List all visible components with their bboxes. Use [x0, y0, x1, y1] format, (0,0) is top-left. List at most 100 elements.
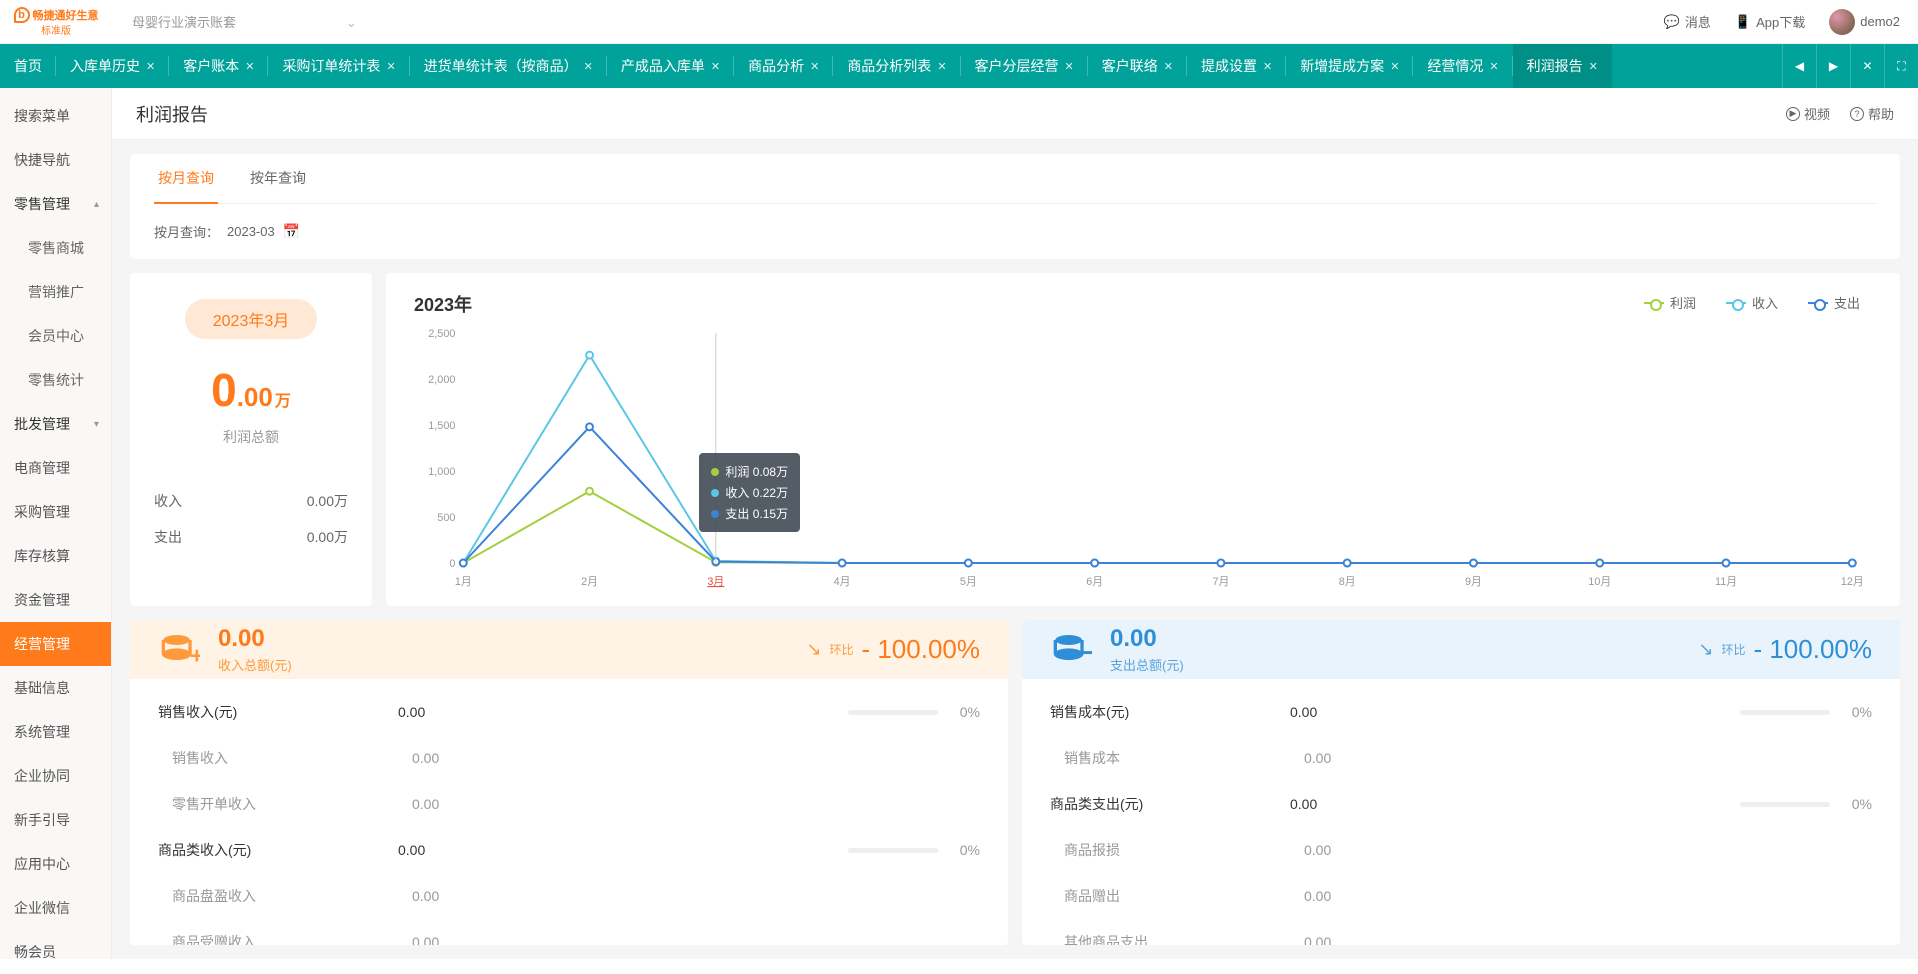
tab[interactable]: 客户分层经营✕ — [961, 44, 1088, 88]
svg-text:5月: 5月 — [960, 576, 977, 588]
messages-link[interactable]: 💬消息 — [1664, 12, 1711, 31]
sub-tabs: 按月查询按年查询 — [154, 154, 1876, 204]
sidebar-item[interactable]: 畅会员 — [0, 930, 111, 974]
calendar-icon[interactable]: 📅 — [283, 223, 300, 240]
date-value[interactable]: 2023-03 — [227, 224, 275, 239]
help-link[interactable]: ?帮助 — [1850, 104, 1894, 123]
sub-tab[interactable]: 按年查询 — [246, 154, 310, 204]
svg-text:1,500: 1,500 — [428, 420, 455, 432]
table-row: 商品盘盈收入0.00 — [158, 873, 980, 919]
table-row: 销售收入(元)0.000% — [158, 689, 980, 735]
help-icon: ? — [1850, 107, 1864, 121]
svg-text:8月: 8月 — [1339, 576, 1356, 588]
tab[interactable]: 产成品入库单✕ — [607, 44, 734, 88]
svg-text:6月: 6月 — [1086, 576, 1103, 588]
close-icon[interactable]: ✕ — [1263, 60, 1272, 73]
profit-label: 利润总额 — [223, 427, 279, 447]
tab-strip: 首页入库单历史✕客户账本✕采购订单统计表✕进货单统计表（按商品）✕产成品入库单✕… — [0, 44, 1918, 88]
svg-text:9月: 9月 — [1465, 576, 1482, 588]
svg-text:10月: 10月 — [1588, 576, 1611, 588]
close-icon[interactable]: ✕ — [146, 60, 155, 73]
tab[interactable]: 利润报告✕ — [1513, 44, 1612, 88]
table-row: 商品赠出0.00 — [1050, 873, 1872, 919]
tab[interactable]: 客户联络✕ — [1088, 44, 1187, 88]
table-row: 销售成本(元)0.000% — [1050, 689, 1872, 735]
line-chart: 2,5002,0001,5001,00050001月2月3月4月5月6月7月8月… — [414, 323, 1872, 593]
user-menu[interactable]: demo2 — [1829, 9, 1900, 35]
tab-close-all[interactable]: ✕ — [1850, 44, 1884, 88]
sub-tab[interactable]: 按月查询 — [154, 154, 218, 204]
tab[interactable]: 采购订单统计表✕ — [268, 44, 409, 88]
svg-text:2,500: 2,500 — [428, 328, 455, 340]
tab-scroll-right[interactable]: ▶ — [1816, 44, 1850, 88]
close-icon[interactable]: ✕ — [711, 60, 720, 73]
sidebar-item[interactable]: 新手引导 — [0, 798, 111, 842]
tab[interactable]: 客户账本✕ — [169, 44, 268, 88]
sidebar-item[interactable]: 库存核算 — [0, 534, 111, 578]
close-icon[interactable]: ✕ — [1164, 60, 1173, 73]
sidebar-item[interactable]: 快捷导航 — [0, 138, 111, 182]
tab[interactable]: 经营情况✕ — [1413, 44, 1512, 88]
sidebar-item[interactable]: 企业微信 — [0, 886, 111, 930]
chart-card: 2023年 利润收入支出 2,5002,0001,5001,00050001月2… — [386, 273, 1900, 606]
sidebar-item[interactable]: 搜索菜单 — [0, 94, 111, 138]
svg-text:2,000: 2,000 — [428, 374, 455, 386]
sidebar-item[interactable]: 应用中心 — [0, 842, 111, 886]
svg-text:2月: 2月 — [581, 576, 598, 588]
svg-text:500: 500 — [437, 512, 455, 524]
chart-legend: 利润收入支出 — [1644, 293, 1860, 312]
app-download-link[interactable]: 📱App下载 — [1735, 12, 1805, 31]
trend-down-icon: ↘ — [806, 639, 821, 660]
svg-text:3月: 3月 — [707, 576, 724, 588]
svg-text:4月: 4月 — [834, 576, 851, 588]
sidebar-item[interactable]: 零售管理▴ — [0, 182, 111, 226]
trend-down-icon: ↘ — [1698, 639, 1713, 660]
close-icon[interactable]: ✕ — [584, 60, 593, 73]
close-icon[interactable]: ✕ — [1589, 60, 1598, 73]
sidebar-item[interactable]: 经营管理 — [0, 622, 111, 666]
sidebar-item[interactable]: 系统管理 — [0, 710, 111, 754]
tab[interactable]: 首页 — [0, 44, 56, 88]
close-icon[interactable]: ✕ — [1489, 60, 1498, 73]
tab[interactable]: 提成设置✕ — [1187, 44, 1286, 88]
sidebar-item[interactable]: 企业协同 — [0, 754, 111, 798]
query-row: 按月查询： 2023-03 📅 — [154, 204, 1876, 241]
tab[interactable]: 商品分析✕ — [734, 44, 833, 88]
table-row: 商品类收入(元)0.000% — [158, 827, 980, 873]
message-icon: 💬 — [1664, 14, 1680, 30]
tab[interactable]: 商品分析列表✕ — [833, 44, 960, 88]
close-icon[interactable]: ✕ — [1065, 60, 1074, 73]
close-icon[interactable]: ✕ — [386, 60, 395, 73]
close-icon[interactable]: ✕ — [1390, 60, 1399, 73]
table-row: 销售收入0.00 — [158, 735, 980, 781]
sidebar-item[interactable]: 会员中心 — [0, 314, 111, 358]
sidebar-item[interactable]: 零售商城 — [0, 226, 111, 270]
account-selector[interactable]: 母婴行业演示账套 — [112, 12, 377, 31]
svg-text:11月: 11月 — [1715, 576, 1737, 588]
tab[interactable]: 新增提成方案✕ — [1286, 44, 1413, 88]
close-icon[interactable]: ✕ — [810, 60, 819, 73]
legend-item: 收入 — [1726, 293, 1778, 312]
svg-text:1,000: 1,000 — [428, 466, 455, 478]
svg-text:−: − — [1080, 637, 1092, 667]
fullscreen-icon[interactable]: ⛶ — [1884, 44, 1918, 88]
video-link[interactable]: ▶视频 — [1786, 104, 1830, 123]
sidebar-item[interactable]: 电商管理 — [0, 446, 111, 490]
close-icon[interactable]: ✕ — [937, 60, 946, 73]
svg-text:7月: 7月 — [1212, 576, 1229, 588]
tab[interactable]: 进货单统计表（按商品）✕ — [410, 44, 607, 88]
close-icon[interactable]: ✕ — [245, 60, 254, 73]
legend-item: 利润 — [1644, 293, 1696, 312]
sidebar-item[interactable]: 基础信息 — [0, 666, 111, 710]
table-row: 商品报损0.00 — [1050, 827, 1872, 873]
sidebar-item[interactable]: 采购管理 — [0, 490, 111, 534]
sidebar-item[interactable]: 零售统计 — [0, 358, 111, 402]
sidebar-item[interactable]: 批发管理▾ — [0, 402, 111, 446]
sidebar-item[interactable]: 资金管理 — [0, 578, 111, 622]
svg-text:1月: 1月 — [455, 576, 472, 588]
table-row: 商品类支出(元)0.000% — [1050, 781, 1872, 827]
tab[interactable]: 入库单历史✕ — [56, 44, 169, 88]
tab-controls: ◀ ▶ ✕ ⛶ — [1782, 44, 1918, 88]
tab-scroll-left[interactable]: ◀ — [1782, 44, 1816, 88]
sidebar-item[interactable]: 营销推广 — [0, 270, 111, 314]
